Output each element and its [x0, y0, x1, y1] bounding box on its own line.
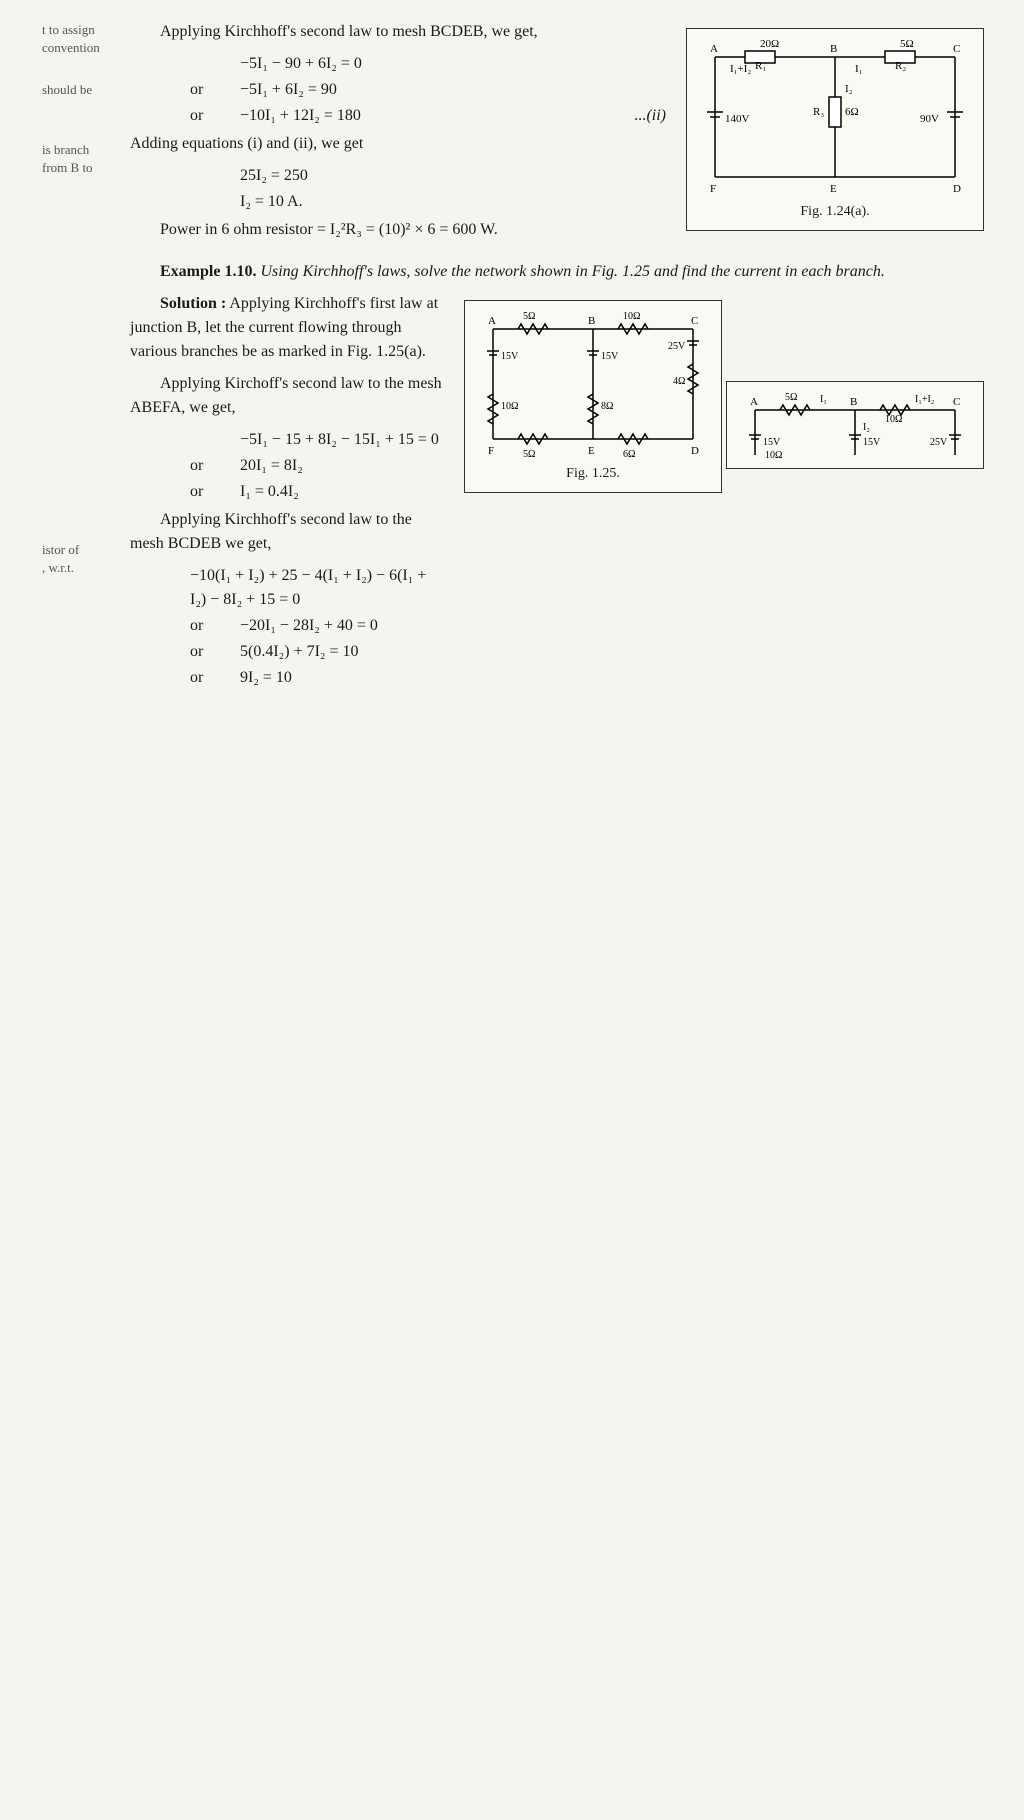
- equation: I₁ = 0.4I₂: [240, 480, 444, 504]
- margin-note: , w.r.t.: [42, 560, 74, 575]
- v-label: 15V: [863, 437, 881, 448]
- r-label: 6Ω: [623, 449, 635, 459]
- r-label: 10Ω: [623, 311, 640, 322]
- apply-text: Applying Kirchoff's second law to the me…: [130, 372, 444, 420]
- r-label: 5Ω: [523, 311, 535, 322]
- r-label: 10Ω: [765, 450, 782, 460]
- margin-note: convention: [42, 40, 100, 55]
- equation: 5(0.4I₂) + 7I₂ = 10: [240, 640, 444, 664]
- r-label: 4Ω: [673, 376, 685, 387]
- r-label: 5Ω: [900, 38, 914, 50]
- equation: −10(I₁ + I₂) + 25 − 4(I₁ + I₂) − 6(I₁ + …: [190, 564, 444, 612]
- v-label: 15V: [501, 351, 519, 362]
- node-label: A: [488, 315, 496, 327]
- example-title: Example 1.10.: [160, 263, 256, 280]
- node-label: E: [830, 183, 837, 195]
- current-label: I₂: [845, 83, 853, 95]
- node-label: E: [588, 445, 595, 457]
- node-label: D: [953, 183, 961, 195]
- margin-note: is branch: [42, 142, 89, 157]
- current-label: I₂: [863, 422, 870, 433]
- or-label: or: [190, 454, 240, 478]
- circuit-fig-125: A B C D E F 5Ω 10Ω 15V 15V 25V 10Ω 8Ω 4Ω: [464, 300, 722, 493]
- current-label: I₁+I₂: [730, 63, 751, 75]
- v-label: 25V: [668, 341, 686, 352]
- node-label: B: [588, 315, 595, 327]
- node-label: A: [710, 43, 718, 55]
- r-label: 5Ω: [785, 392, 797, 403]
- v-label: 25V: [930, 437, 948, 448]
- fig-caption: Fig. 1.25.: [473, 463, 713, 484]
- fig-caption: Fig. 1.24(a).: [695, 201, 975, 222]
- v-label: 15V: [601, 351, 619, 362]
- or-label: or: [190, 640, 240, 664]
- solution-label: Solution :: [160, 295, 226, 312]
- r-name: R₂: [895, 60, 906, 72]
- v-label: 140V: [725, 113, 750, 125]
- v-label: 15V: [763, 437, 781, 448]
- example-statement: Using Kirchhoff's laws, solve the networ…: [260, 263, 884, 280]
- circuit-fig-125a: A B C 5Ω I₁ I₁+I₂ I₂ 10Ω 15V 15V 25V 10Ω: [726, 381, 984, 469]
- r-label: 10Ω: [501, 401, 518, 412]
- equation: −5I₁ − 90 + 6I₂ = 0: [240, 52, 666, 76]
- circuit-svg: 20Ω 5Ω A B C D E F I₁+I₂ I₁ I₂ R₁ R₂ R₃ …: [695, 37, 975, 197]
- node-label: A: [750, 396, 758, 408]
- margin-note: t to assign: [42, 22, 95, 37]
- or-label: or: [190, 480, 240, 504]
- node-label: C: [691, 315, 698, 327]
- r-val: 6Ω: [845, 106, 859, 118]
- equation: I₂ = 10 A.: [240, 190, 666, 214]
- equation: 25I₂ = 250: [240, 164, 666, 188]
- v-label: 90V: [920, 113, 939, 125]
- circuit-fig-124: 20Ω 5Ω A B C D E F I₁+I₂ I₁ I₂ R₁ R₂ R₃ …: [686, 28, 984, 231]
- current-label: I₁: [820, 394, 827, 405]
- node-label: C: [953, 396, 960, 408]
- or-label: or: [190, 78, 240, 102]
- r-name: R₃: [813, 106, 824, 118]
- margin-note: from B to: [42, 160, 93, 175]
- apply-text: Applying Kirchhoff's second law to the m…: [130, 508, 444, 556]
- r-label: 5Ω: [523, 449, 535, 459]
- or-label: or: [190, 104, 240, 128]
- current-label: I₁: [855, 63, 863, 75]
- node-label: D: [691, 445, 699, 457]
- node-label: F: [488, 445, 494, 457]
- equation: 20I₁ = 8I₂: [240, 454, 444, 478]
- eq-number: ...(ii): [634, 104, 666, 128]
- or-label: or: [190, 614, 240, 638]
- margin-note: should be: [42, 82, 92, 97]
- r-label: 8Ω: [601, 401, 613, 412]
- r-label: 10Ω: [885, 414, 902, 425]
- node-label: B: [830, 43, 837, 55]
- margin-note: istor of: [42, 542, 79, 557]
- node-label: C: [953, 43, 960, 55]
- or-label: or: [190, 666, 240, 690]
- equation: −5I₁ − 15 + 8I₂ − 15I₁ + 15 = 0: [240, 428, 444, 452]
- equation: −10I₁ + 12I₂ = 180: [240, 104, 614, 128]
- node-label: B: [850, 396, 857, 408]
- circuit-svg: A B C D E F 5Ω 10Ω 15V 15V 25V 10Ω 8Ω 4Ω: [473, 309, 713, 459]
- node-label: F: [710, 183, 716, 195]
- equation: 9I₂ = 10: [240, 666, 444, 690]
- equation: −5I₁ + 6I₂ = 90: [240, 78, 666, 102]
- equation: −20I₁ − 28I₂ + 40 = 0: [240, 614, 444, 638]
- circuit-svg: A B C 5Ω I₁ I₁+I₂ I₂ 10Ω 15V 15V 25V 10Ω: [735, 390, 975, 460]
- r-name: R₁: [755, 60, 766, 72]
- current-label: I₁+I₂: [915, 394, 934, 405]
- r-label: 20Ω: [760, 38, 779, 50]
